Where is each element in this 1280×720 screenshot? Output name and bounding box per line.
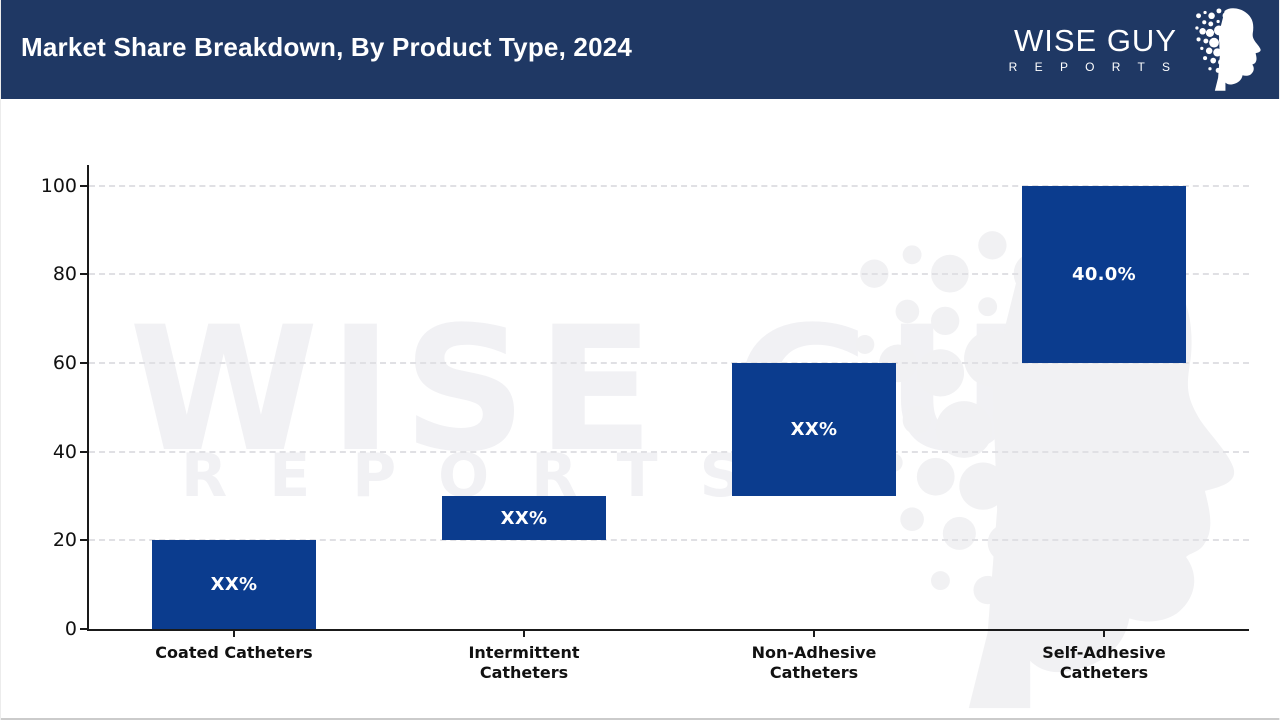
y-tick-label: 80: [52, 263, 77, 286]
bar-segment: XX%: [442, 496, 606, 541]
x-tick-mark: [1103, 629, 1105, 637]
x-tick-mark: [523, 629, 525, 637]
y-tick-mark: [80, 539, 89, 542]
x-category-label: Self-Adhesive Catheters: [1042, 643, 1166, 682]
x-category-label: Intermittent Catheters: [468, 643, 580, 682]
gridline-y100: [89, 184, 1249, 187]
logo-subtitle: R E P O R T S: [1008, 60, 1177, 74]
x-axis-line: [87, 629, 1249, 631]
gridline-y60: [89, 362, 1249, 365]
bar-segment: XX%: [152, 540, 316, 629]
logo-text: WISE GUY R E P O R T S: [1009, 25, 1177, 74]
y-tick-label: 40: [52, 440, 77, 463]
x-tick-mark: [813, 629, 815, 637]
bar-value-label: XX%: [500, 507, 548, 529]
x-category-label: Coated Catheters: [155, 643, 313, 662]
y-tick-mark: [80, 273, 89, 276]
x-tick-mark: [233, 629, 235, 637]
gridline-y40: [89, 450, 1249, 453]
y-tick-mark: [80, 184, 89, 187]
bottom-divider: [1, 718, 1279, 720]
y-tick-mark: [80, 628, 89, 630]
bar-value-label: 40.0%: [1072, 263, 1136, 285]
y-tick-label: 20: [52, 529, 77, 552]
y-tick-mark: [80, 362, 89, 365]
bar-segment: XX%: [732, 363, 896, 497]
chart-title: Market Share Breakdown, By Product Type,…: [21, 32, 633, 62]
watermark-wordmark: WISE GUY: [129, 289, 1170, 490]
gridline-y20: [89, 539, 1249, 542]
bar-value-label: XX%: [210, 574, 258, 596]
y-tick-label: 100: [40, 174, 77, 197]
y-axis-line: [87, 165, 89, 629]
logo-wordmark: WISE GUY: [1013, 23, 1177, 58]
wiseguy-logo: WISE GUY R E P O R T S: [1009, 6, 1265, 94]
x-category-label: Non-Adhesive Catheters: [751, 643, 877, 682]
bar-segment: 40.0%: [1022, 185, 1186, 364]
plot-area: XX% XX% XX% 40.0%: [87, 165, 1249, 631]
y-tick-label: 60: [52, 352, 77, 375]
chart-area: WISE GUY REPORTS XX% XX% XX% 40.0% 0 20 40 60 8…: [1, 99, 1280, 718]
wiseguy-face-icon: [1195, 7, 1261, 91]
header: Market Share Breakdown, By Product Type,…: [1, 0, 1279, 99]
y-tick-label: 0: [64, 618, 77, 640]
gridline-y80: [89, 273, 1249, 276]
y-tick-mark: [80, 450, 89, 453]
bar-value-label: XX%: [790, 419, 838, 441]
